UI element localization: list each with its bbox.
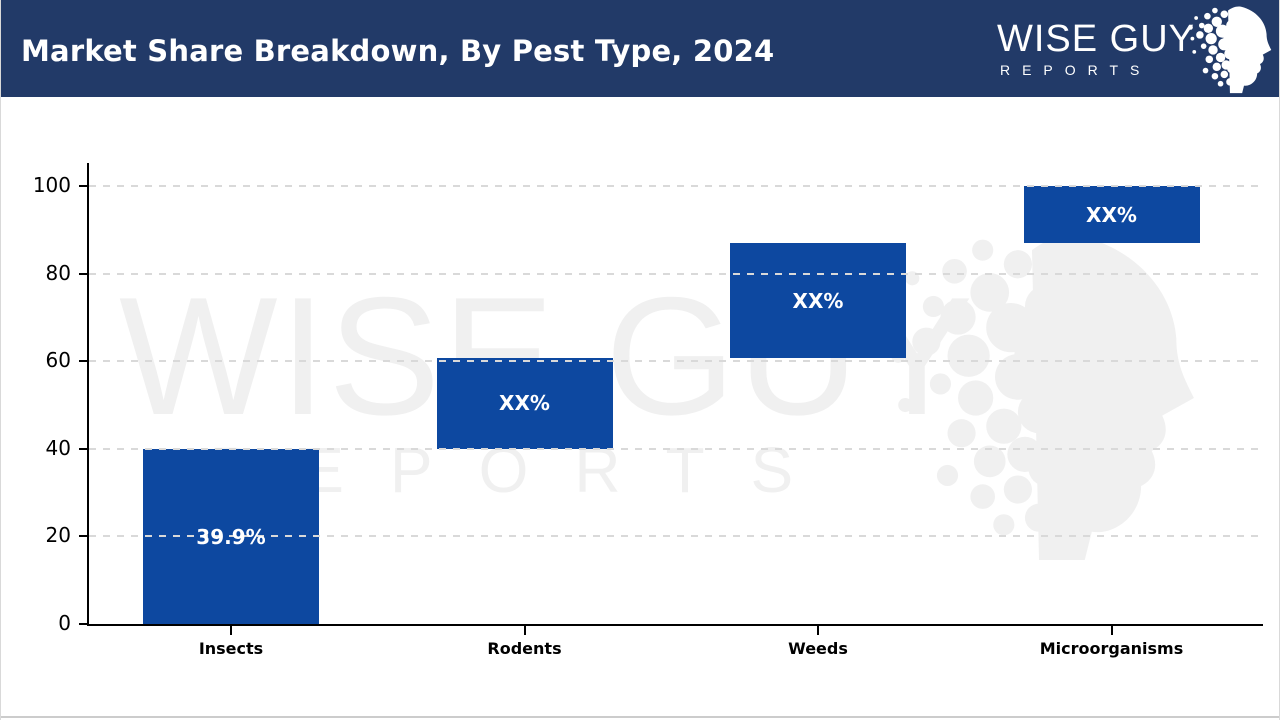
- category-label-insects: Insects: [198, 639, 264, 658]
- header-bar: Market Share Breakdown, By Pest Type, 20…: [1, 0, 1279, 97]
- x-axis: [87, 624, 1263, 626]
- page-title: Market Share Breakdown, By Pest Type, 20…: [21, 34, 775, 68]
- y-tick-label: 0: [58, 611, 71, 635]
- logo-text: WISE GUY REPORTS: [997, 20, 1195, 78]
- logo-reports-label: REPORTS: [999, 62, 1152, 78]
- y-axis: [87, 163, 89, 626]
- y-tick-label: 100: [32, 173, 71, 197]
- gridline-y40: [89, 447, 1263, 450]
- y-tick: [79, 185, 89, 187]
- bottom-border: [1, 716, 1279, 718]
- x-tick: [1110, 626, 1113, 635]
- category-label-rodents: Rodents: [487, 639, 562, 658]
- y-tick-label: 80: [45, 260, 71, 285]
- bar-value-label: XX%: [792, 288, 844, 313]
- gridline-y80: [89, 272, 1263, 275]
- bar-value-label: XX%: [499, 391, 550, 416]
- bar-value-label: 39.9%: [196, 524, 266, 549]
- category-label-weeds: Weeds: [788, 639, 848, 658]
- y-tick: [79, 447, 89, 450]
- y-tick: [79, 623, 89, 625]
- logo-wordmark: WISE GUY: [996, 18, 1195, 60]
- y-tick-label: 20: [45, 523, 71, 548]
- bar-rodents: [436, 357, 613, 450]
- y-tick-label: 60: [45, 348, 71, 373]
- category-label-microorganisms: Microorganisms: [1039, 639, 1184, 658]
- y-tick: [79, 360, 89, 363]
- logo-head-icon: [1188, 6, 1272, 94]
- x-tick: [523, 626, 526, 635]
- bar-microorganisms: [1023, 186, 1200, 244]
- wiseguy-logo: WISE GUY REPORTS: [997, 4, 1275, 94]
- bar-value-label: XX%: [1086, 202, 1137, 227]
- x-tick: [817, 626, 819, 635]
- gridline-y100: [89, 185, 1263, 187]
- x-tick: [230, 626, 232, 635]
- gridline-y60: [89, 360, 1263, 363]
- y-tick: [79, 535, 89, 538]
- gridline-y20: [89, 535, 1263, 538]
- bar-weeds: [730, 243, 906, 358]
- y-tick-label: 40: [45, 435, 71, 460]
- y-tick: [79, 272, 89, 275]
